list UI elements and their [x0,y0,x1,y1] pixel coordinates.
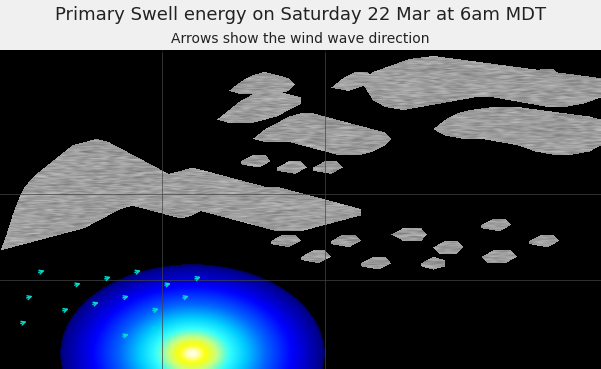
Text: Primary Swell energy on Saturday 22 Mar at 6am MDT: Primary Swell energy on Saturday 22 Mar … [55,6,546,24]
Text: Arrows show the wind wave direction: Arrows show the wind wave direction [171,32,430,46]
